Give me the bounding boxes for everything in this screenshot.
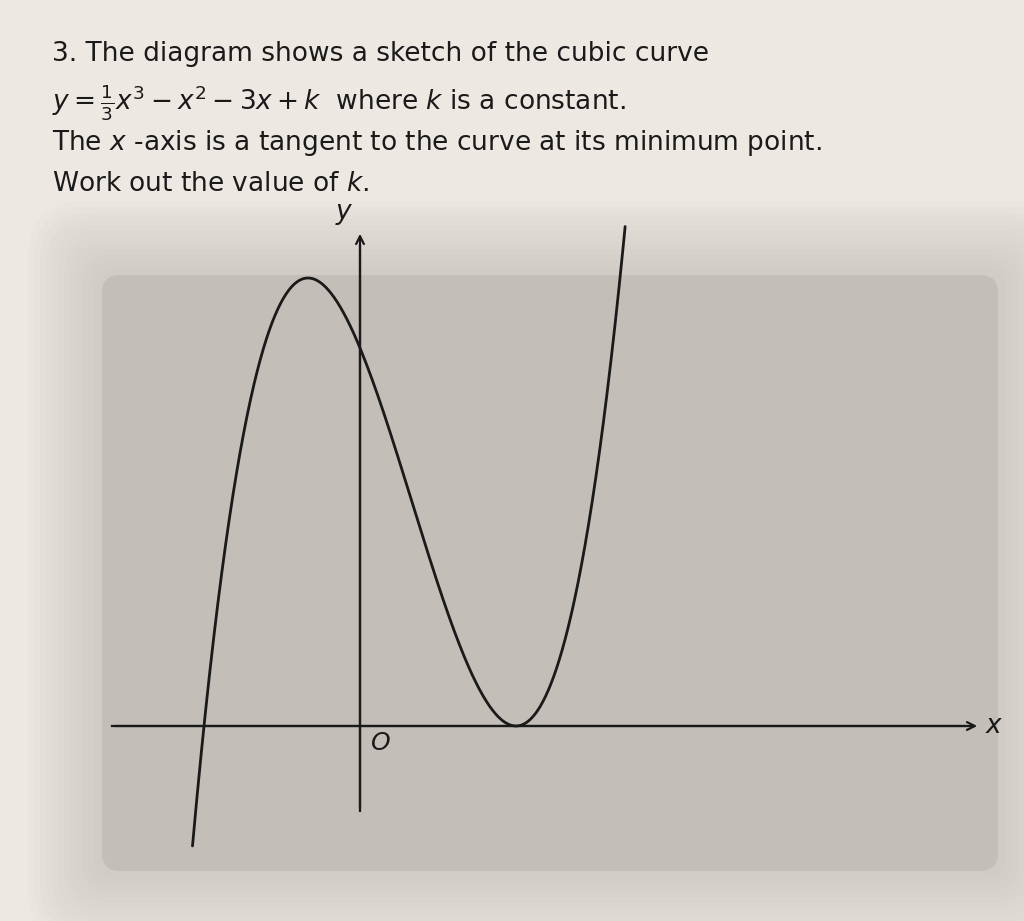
Text: 3. The diagram shows a sketch of the cubic curve: 3. The diagram shows a sketch of the cub… xyxy=(52,41,709,67)
Text: $y$: $y$ xyxy=(335,201,353,227)
Text: $x$: $x$ xyxy=(985,713,1004,739)
Text: The $x$ -axis is a tangent to the curve at its minimum point.: The $x$ -axis is a tangent to the curve … xyxy=(52,128,822,158)
Text: Work out the value of $k$.: Work out the value of $k$. xyxy=(52,171,369,197)
Text: $y = \frac{1}{3}x^3 - x^2 - 3x + k$  where $k$ is a constant.: $y = \frac{1}{3}x^3 - x^2 - 3x + k$ wher… xyxy=(52,83,626,123)
Text: $O$: $O$ xyxy=(370,731,391,755)
FancyBboxPatch shape xyxy=(102,275,998,871)
